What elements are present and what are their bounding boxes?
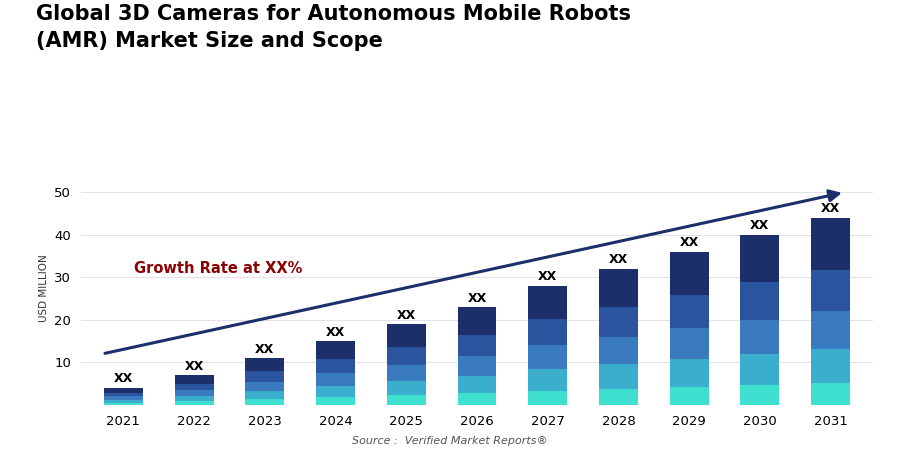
Text: XX: XX	[326, 326, 346, 339]
Text: XX: XX	[113, 373, 133, 386]
Bar	[811, 311, 850, 349]
Bar	[387, 395, 426, 405]
Bar	[387, 381, 426, 395]
Bar	[316, 386, 355, 397]
Bar	[246, 371, 284, 382]
Bar	[670, 328, 708, 359]
Bar	[457, 307, 497, 334]
Bar	[316, 397, 355, 405]
Bar	[104, 393, 143, 396]
Text: XX: XX	[751, 219, 770, 232]
Bar	[316, 373, 355, 386]
Bar	[599, 337, 638, 364]
Text: Global 3D Cameras for Autonomous Mobile Robots
(AMR) Market Size and Scope: Global 3D Cameras for Autonomous Mobile …	[36, 4, 631, 51]
Bar	[811, 382, 850, 405]
Bar	[528, 391, 567, 405]
Bar	[457, 393, 497, 405]
Bar	[528, 319, 567, 346]
Bar	[528, 346, 567, 369]
Bar	[246, 358, 284, 371]
Bar	[175, 383, 213, 390]
Bar	[316, 359, 355, 373]
Bar	[104, 400, 143, 403]
Bar	[457, 356, 497, 376]
Bar	[670, 295, 708, 328]
Bar	[811, 349, 850, 382]
Bar	[599, 389, 638, 405]
Bar	[599, 364, 638, 389]
Bar	[811, 218, 850, 270]
Bar	[246, 391, 284, 400]
Text: XX: XX	[821, 202, 841, 215]
Bar	[741, 235, 779, 283]
Bar	[104, 396, 143, 400]
Bar	[741, 283, 779, 320]
Bar	[246, 400, 284, 405]
Bar	[387, 364, 426, 381]
Bar	[670, 252, 708, 295]
Bar	[811, 270, 850, 311]
Bar	[246, 382, 284, 391]
Bar	[457, 334, 497, 356]
Bar	[741, 354, 779, 385]
Bar	[670, 359, 708, 387]
Bar	[104, 388, 143, 393]
Bar	[528, 369, 567, 391]
Y-axis label: USD MILLION: USD MILLION	[39, 254, 49, 322]
Bar	[599, 307, 638, 337]
Bar	[599, 269, 638, 307]
Text: XX: XX	[467, 292, 487, 305]
Text: Growth Rate at XX%: Growth Rate at XX%	[134, 261, 302, 276]
Bar	[741, 385, 779, 405]
Bar	[528, 286, 567, 319]
Bar	[387, 347, 426, 364]
Bar	[316, 341, 355, 359]
Text: XX: XX	[397, 309, 416, 322]
Text: XX: XX	[184, 360, 203, 373]
Bar	[175, 375, 213, 383]
Bar	[670, 387, 708, 405]
Bar	[175, 396, 213, 401]
Bar	[457, 376, 497, 393]
Text: XX: XX	[256, 342, 274, 356]
Text: XX: XX	[608, 253, 628, 266]
Text: XX: XX	[680, 236, 698, 249]
Bar	[387, 324, 426, 347]
Text: XX: XX	[538, 270, 557, 284]
Bar	[175, 401, 213, 405]
Bar	[104, 403, 143, 405]
Bar	[175, 390, 213, 396]
Bar	[741, 320, 779, 354]
Text: Source :  Verified Market Reports®: Source : Verified Market Reports®	[352, 436, 548, 446]
